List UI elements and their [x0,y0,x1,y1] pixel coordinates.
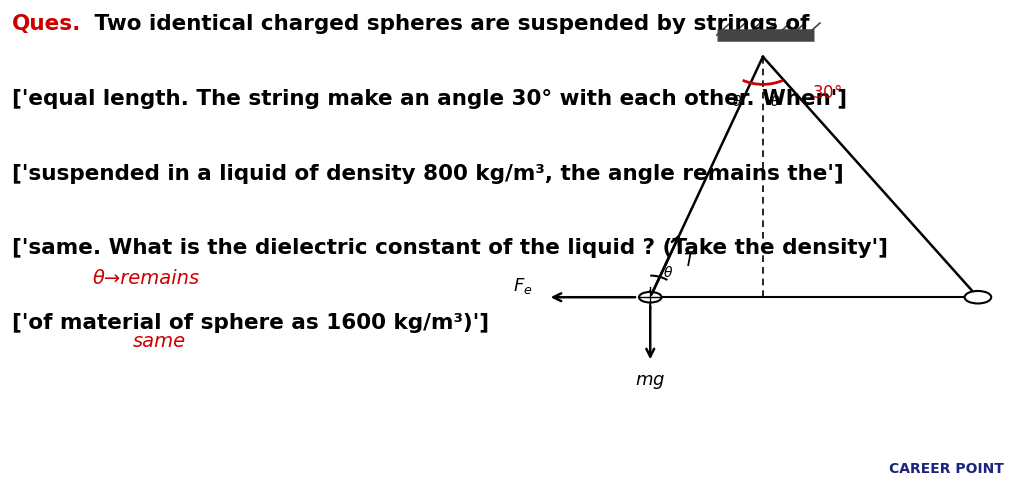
Text: Ques.: Ques. [12,14,82,35]
Text: $\theta$: $\theta$ [770,94,780,108]
Text: $F_e$: $F_e$ [513,275,532,295]
Text: $30°$: $30°$ [812,84,842,102]
Text: $mg$: $mg$ [635,372,666,390]
Text: ['suspended in a liquid of density 800 kg/m³, the angle remains the']: ['suspended in a liquid of density 800 k… [12,163,844,183]
Text: θ→remains: θ→remains [92,269,200,288]
Circle shape [965,291,991,304]
Circle shape [639,292,662,303]
Text: ['equal length. The string make an angle 30° with each other. When']: ['equal length. The string make an angle… [12,89,848,109]
Text: $\theta$: $\theta$ [663,264,673,279]
Text: ['same. What is the dielectric constant of the liquid ? (Take the density']: ['same. What is the dielectric constant … [12,238,888,258]
Text: Two identical charged spheres are suspended by strings of: Two identical charged spheres are suspen… [87,14,810,35]
Text: ['of material of sphere as 1600 kg/m³)']: ['of material of sphere as 1600 kg/m³)'] [12,312,489,332]
Text: $T$: $T$ [683,251,697,269]
Text: CAREER POINT: CAREER POINT [889,461,1004,475]
Text: $\theta$: $\theta$ [732,94,742,108]
Text: same: same [133,331,186,350]
